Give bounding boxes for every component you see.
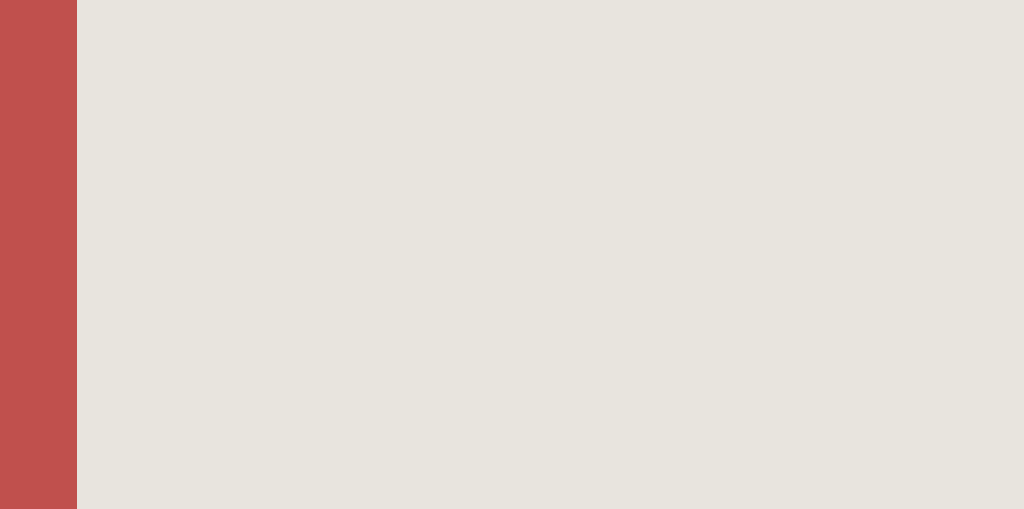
Text: 2.: 2.	[160, 97, 174, 111]
Text: R: R	[756, 328, 766, 343]
Text: Δ PRQ.: Δ PRQ.	[252, 244, 302, 259]
Text: Find the eleventh term from the last term of the AP :: Find the eleventh term from the last ter…	[214, 130, 600, 145]
Text: 2: 2	[286, 451, 295, 466]
Text: Find the coordinates of the point on y-axis which is nearest to the point (−2, 5: Find the coordinates of the point on y-a…	[214, 187, 799, 202]
Text: will have a terminating decimal expansion or a non-terminating: will have a terminating decimal expansio…	[542, 33, 1010, 48]
Text: 5.: 5.	[160, 216, 174, 231]
Text: 5: 5	[286, 483, 295, 498]
Text: P: P	[459, 328, 467, 343]
Text: 75: 75	[502, 50, 520, 65]
Text: If cos A =: If cos A =	[214, 466, 284, 480]
Text: 6.: 6.	[160, 466, 174, 480]
Text: 27, 23, 19, ..., –65.: 27, 23, 19, ..., –65.	[252, 159, 390, 174]
Text: Find the value (s) of k, if the quadratic equation 3x² – k√3  x + 4 = 0 has equa: Find the value (s) of k, if the quadrati…	[214, 97, 838, 111]
Text: 7: 7	[506, 18, 515, 33]
Text: repeating decimal expansion.: repeating decimal expansion.	[252, 64, 469, 78]
Text: 1.: 1.	[160, 33, 174, 48]
Text: T: T	[525, 274, 534, 288]
Text: 4.: 4.	[160, 187, 174, 202]
Text: Q: Q	[606, 217, 617, 232]
Text: Write whether the rational number: Write whether the rational number	[214, 33, 470, 48]
Text: In given figure, ST || RQ, PS = 3 cm and SR = 4 cm. Find the ratio of the area o: In given figure, ST || RQ, PS = 3 cm and…	[214, 216, 947, 232]
Text: S: S	[607, 328, 616, 343]
Text: , find the value of 4 + 4 tan² A.: , find the value of 4 + 4 tan² A.	[316, 466, 544, 480]
Text: 3.: 3.	[160, 130, 174, 145]
